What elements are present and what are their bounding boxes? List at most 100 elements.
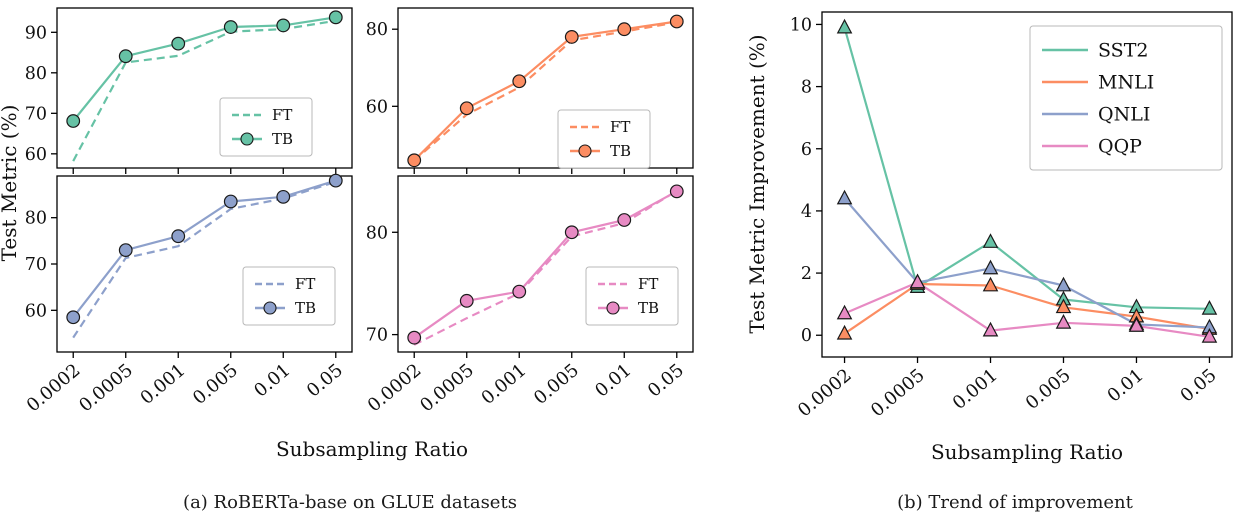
qnli-tb-marker — [328, 173, 343, 188]
sst2-tb-marker — [328, 10, 343, 25]
mnli-line — [843, 282, 1210, 335]
mnli-tb-marker — [564, 30, 579, 44]
y-tick-label: 70 — [25, 104, 47, 124]
subplot-sst2: 60 70 80 90 FT TB — [25, 7, 353, 174]
sst2-tb-marker — [223, 20, 238, 34]
mnli-marker — [836, 324, 853, 340]
x-tick-label: 0.005 — [530, 360, 583, 409]
sst2-marker — [836, 18, 853, 34]
qqp-marker — [1055, 314, 1072, 329]
legend-label: QNLI — [1098, 103, 1150, 125]
qqp-tb-marker — [564, 225, 579, 240]
mnli-tb-marker — [512, 74, 527, 89]
sst2-tb-marker — [171, 36, 186, 51]
x-tick-label: 0.0005 — [867, 365, 929, 422]
legend-label: TB — [610, 142, 631, 160]
qqp-marker — [982, 321, 999, 337]
plot-border — [56, 175, 353, 353]
qnli-tb-marker — [171, 229, 186, 244]
x-tick-label: 0.01 — [1103, 365, 1147, 407]
glue-ylabel: Test Metric (%) — [0, 105, 21, 262]
legend-box — [585, 266, 679, 326]
y-tick-label: 8 — [801, 78, 812, 98]
legend-marker — [240, 132, 254, 146]
y-tick-label: 80 — [366, 223, 388, 243]
qqp-tb-marker — [459, 293, 474, 308]
mnli-marker — [1055, 298, 1072, 314]
plot-border — [56, 7, 353, 169]
x-tick-label: 0.001 — [136, 360, 189, 409]
subplot-mnli: 60 80 FT TB — [366, 7, 694, 174]
qnli-tb-line — [72, 179, 337, 318]
qnli-marker — [836, 189, 853, 205]
legend-box — [1029, 25, 1223, 171]
x-tick-label: 0.0005 — [416, 360, 478, 417]
legend-box — [242, 266, 336, 326]
sst2-tb-marker — [66, 114, 81, 128]
y-tick-label: 80 — [25, 209, 47, 229]
qqp-line — [844, 281, 1210, 338]
legend-label: TB — [638, 299, 659, 317]
y-tick-label: 0 — [801, 326, 812, 346]
legend-label: FT — [295, 275, 315, 293]
sst2-ft-line — [72, 19, 336, 162]
qqp-marker — [1201, 328, 1218, 343]
y-tick-label: 70 — [366, 326, 388, 346]
legend-label: FT — [610, 118, 630, 136]
qnli-ft-line — [72, 180, 337, 339]
qqp-tb-marker — [617, 213, 632, 227]
legend-label: FT — [272, 106, 292, 124]
sst2-line — [843, 27, 1210, 310]
legend-label: FT — [638, 275, 658, 293]
mnli-marker — [982, 276, 999, 292]
y-tick-label: 2 — [801, 264, 812, 284]
mnli-tb-marker — [459, 101, 474, 116]
qqp-marker — [836, 304, 853, 320]
y-tick-label: 60 — [25, 145, 47, 165]
legend-label: SST2 — [1098, 39, 1148, 61]
caption-b: (b) Trend of improvement — [897, 492, 1133, 513]
y-tick-label: 4 — [801, 202, 812, 222]
mnli-tb-marker — [617, 22, 632, 37]
glue-axis-labels: Test Metric (%) Subsampling Ratio — [0, 105, 468, 461]
mnli-tb-line — [413, 20, 677, 162]
qnli-line — [843, 197, 1210, 329]
y-tick-label: 70 — [25, 255, 47, 275]
x-tick-label: 0.005 — [189, 360, 242, 409]
mnli-ft-line — [413, 21, 677, 162]
legend-marker — [578, 144, 592, 158]
qqp-tb-marker — [669, 184, 684, 199]
x-tick-label: 0.005 — [1022, 365, 1075, 414]
x-tick-label: 0.0002 — [23, 360, 85, 417]
improvement-plot: 0 2 4 6 8 10 0.0002 0.0005 0.001 0.005 0.01 0.05 SST… — [745, 11, 1233, 464]
plot-border — [397, 175, 694, 353]
qnli-marker — [982, 259, 999, 275]
legend-box — [557, 109, 651, 169]
improvement-ylabel: Test Metric Improvement (%) — [745, 34, 769, 333]
x-tick-label: 0.0005 — [75, 360, 137, 417]
qqp-tb-line — [413, 190, 678, 339]
sst2-tb-line — [72, 16, 336, 122]
qqp-tb-marker — [407, 330, 422, 345]
mnli-tb-marker — [669, 14, 684, 29]
legend-label: MNLI — [1098, 71, 1154, 93]
x-tick-label: 0.001 — [477, 360, 530, 409]
sst2-tb-marker — [118, 49, 133, 64]
qnli-tb-marker — [223, 194, 238, 209]
sst2-marker — [982, 233, 999, 248]
x-tick-label: 0.05 — [303, 360, 347, 402]
qqp-tb-marker — [512, 284, 527, 299]
y-tick-label: 60 — [25, 301, 47, 321]
x-tick-label: 0.05 — [644, 360, 688, 402]
sst2-marker — [1201, 300, 1218, 315]
y-tick-label: 60 — [366, 97, 388, 117]
legend-label: TB — [295, 299, 316, 317]
y-tick-label: 80 — [366, 20, 388, 40]
x-tick-label: 0.01 — [591, 360, 635, 402]
qqp-marker — [1128, 317, 1145, 332]
legend-label: QQP — [1098, 135, 1142, 157]
